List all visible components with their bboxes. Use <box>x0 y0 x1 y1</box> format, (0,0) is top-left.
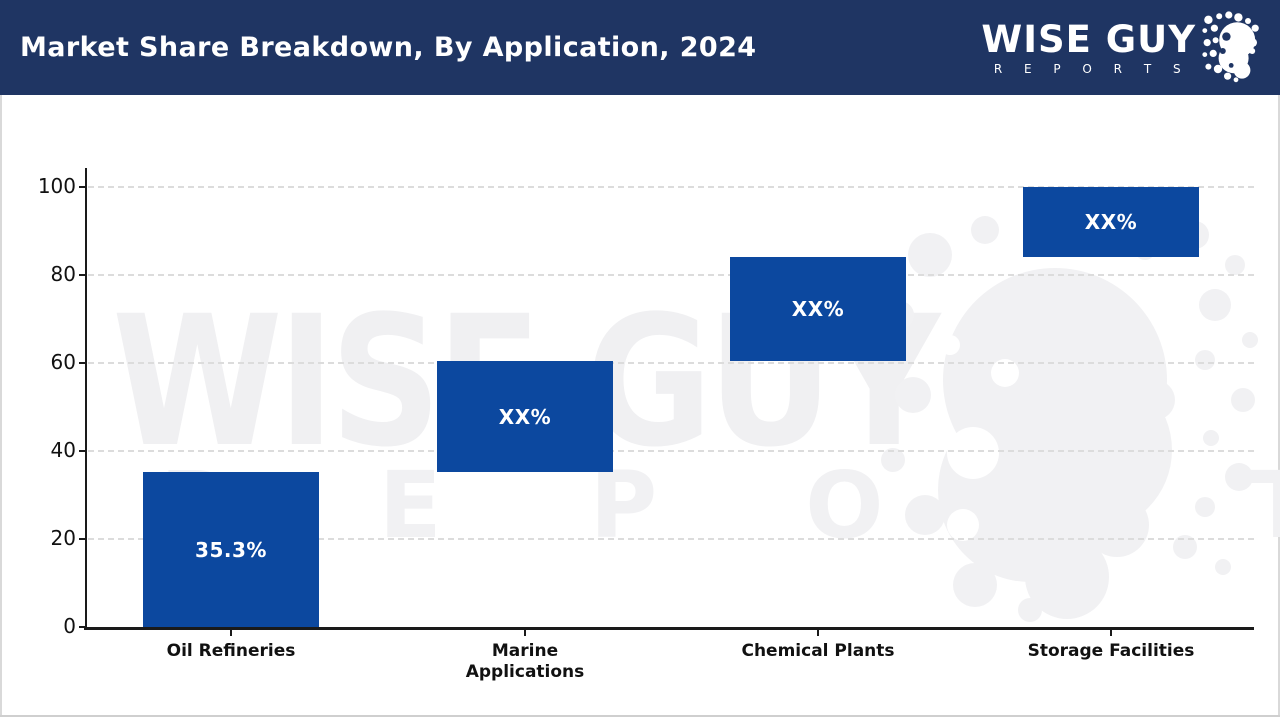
wiseguy-head-icon <box>1202 11 1259 83</box>
xtick-mark-oil <box>230 630 232 636</box>
xlabel-oil-refineries: Oil Refineries <box>166 641 296 661</box>
xtick-mark-marine <box>524 630 526 636</box>
bar-value-label: XX% <box>1084 210 1138 234</box>
frame-border-left <box>0 95 2 717</box>
ytick-mark-20 <box>79 538 86 540</box>
ytick-0: 0 <box>63 614 76 638</box>
bar-chemical-plants: XX% <box>730 257 906 361</box>
ytick-mark-80 <box>79 274 86 276</box>
bar-storage-facilities: XX% <box>1023 187 1199 257</box>
xlabel-chemical-plants: Chemical Plants <box>741 641 895 661</box>
gridline-100 <box>88 186 1254 188</box>
frame-border-bottom <box>0 715 1280 717</box>
ytick-80: 80 <box>50 262 76 286</box>
ytick-mark-0 <box>79 626 86 628</box>
bar-value-label: 35.3% <box>195 537 267 562</box>
page-title: Market Share Breakdown, By Application, … <box>20 32 757 63</box>
ytick-mark-40 <box>79 450 86 452</box>
gridline-60 <box>88 362 1254 364</box>
bar-oil-refineries: 35.3% <box>143 472 319 627</box>
xtick-mark-storage <box>1110 630 1112 636</box>
x-axis-line <box>84 627 1254 630</box>
bar-marine-applications: XX% <box>437 361 613 472</box>
logo-reports-text: R E P O R T S <box>993 62 1190 76</box>
ytick-40: 40 <box>50 438 76 462</box>
ytick-20: 20 <box>50 526 76 550</box>
ytick-60: 60 <box>50 350 76 374</box>
bar-value-label: XX% <box>498 404 552 429</box>
bar-value-label: XX% <box>791 297 845 321</box>
gridline-40 <box>88 450 1254 452</box>
header-bar: Market Share Breakdown, By Application, … <box>0 0 1280 95</box>
ytick-100: 100 <box>37 174 76 198</box>
xlabel-marine-applications: Marine Applications <box>465 641 585 682</box>
gridline-20 <box>88 538 1254 540</box>
frame-border-right <box>1278 95 1280 717</box>
wiseguy-logo: WISE GUY R E P O R T S <box>981 11 1266 85</box>
gridline-80 <box>88 274 1254 276</box>
ytick-mark-100 <box>79 186 86 188</box>
xtick-mark-chemical <box>817 630 819 636</box>
wiseguy-head-watermark-icon <box>881 207 1258 622</box>
xlabel-storage-facilities: Storage Facilities <box>1027 641 1195 661</box>
y-axis-line <box>85 168 87 630</box>
ytick-mark-60 <box>79 362 86 364</box>
logo-wiseguy-text: WISE GUY <box>981 18 1196 61</box>
